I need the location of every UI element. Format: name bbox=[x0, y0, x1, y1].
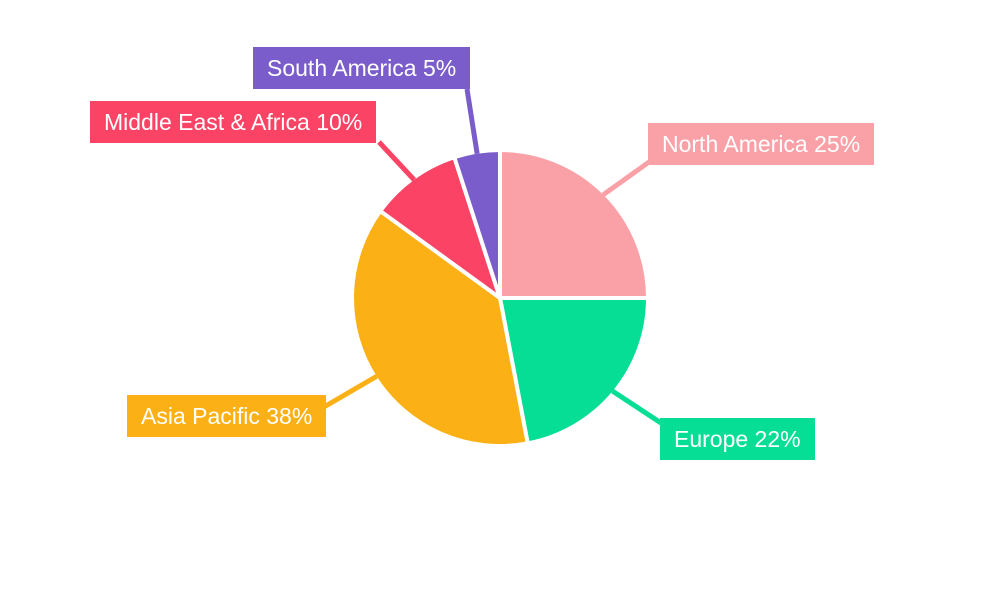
callout-label-europe: Europe 22% bbox=[660, 418, 815, 460]
leader-line-south-america bbox=[464, 88, 480, 155]
callout-label-asia-pacific: Asia Pacific 38% bbox=[127, 395, 327, 437]
callout-label-south-america: South America 5% bbox=[253, 47, 471, 89]
leader-line-asia-pacific bbox=[322, 374, 378, 410]
leader-line-europe bbox=[611, 388, 663, 426]
pie-slice-north-america bbox=[498, 148, 650, 300]
leader-line-north-america bbox=[601, 159, 651, 197]
callout-label-north-america: North America 25% bbox=[648, 123, 875, 165]
leader-line-middle-east-africa bbox=[377, 140, 417, 182]
callout-label-middle-east-africa: Middle East & Africa 10% bbox=[90, 101, 377, 143]
